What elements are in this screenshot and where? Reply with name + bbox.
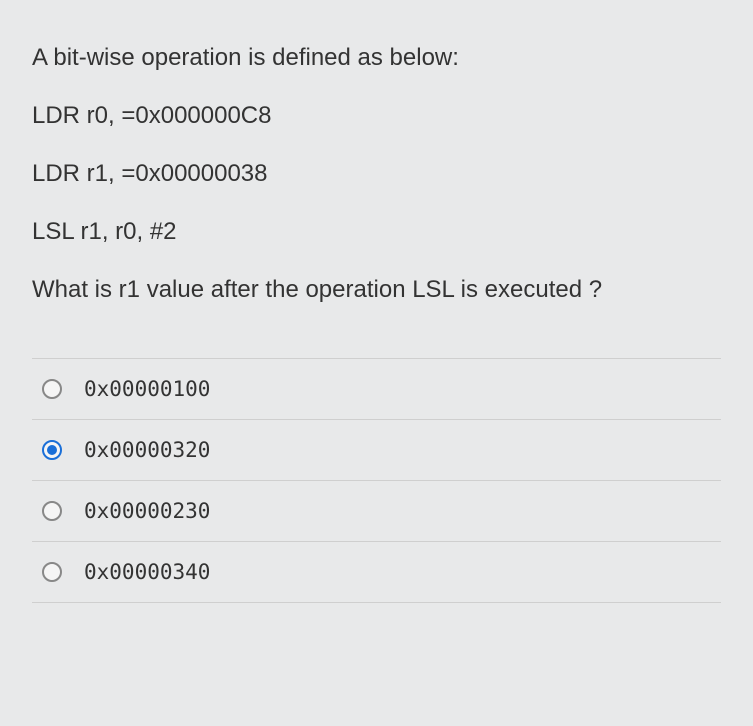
radio-icon[interactable] — [42, 501, 62, 521]
question-intro: A bit-wise operation is defined as below… — [32, 40, 721, 76]
option-label: 0x00000230 — [84, 499, 210, 523]
radio-icon[interactable] — [42, 379, 62, 399]
code-line-2: LSL r1, r0, #2 — [32, 214, 721, 250]
radio-icon[interactable] — [42, 562, 62, 582]
option-label: 0x00000320 — [84, 438, 210, 462]
code-line-1: LDR r1, =0x00000038 — [32, 156, 721, 192]
option-2[interactable]: 0x00000230 — [32, 480, 721, 541]
question-prompt: What is r1 value after the operation LSL… — [32, 272, 721, 308]
option-label: 0x00000340 — [84, 560, 210, 584]
options-block: 0x00000100 0x00000320 0x00000230 0x00000… — [32, 358, 721, 603]
option-label: 0x00000100 — [84, 377, 210, 401]
radio-icon[interactable] — [42, 440, 62, 460]
code-line-0: LDR r0, =0x000000C8 — [32, 98, 721, 134]
option-3[interactable]: 0x00000340 — [32, 541, 721, 603]
question-block: A bit-wise operation is defined as below… — [32, 40, 721, 308]
option-0[interactable]: 0x00000100 — [32, 358, 721, 419]
option-1[interactable]: 0x00000320 — [32, 419, 721, 480]
